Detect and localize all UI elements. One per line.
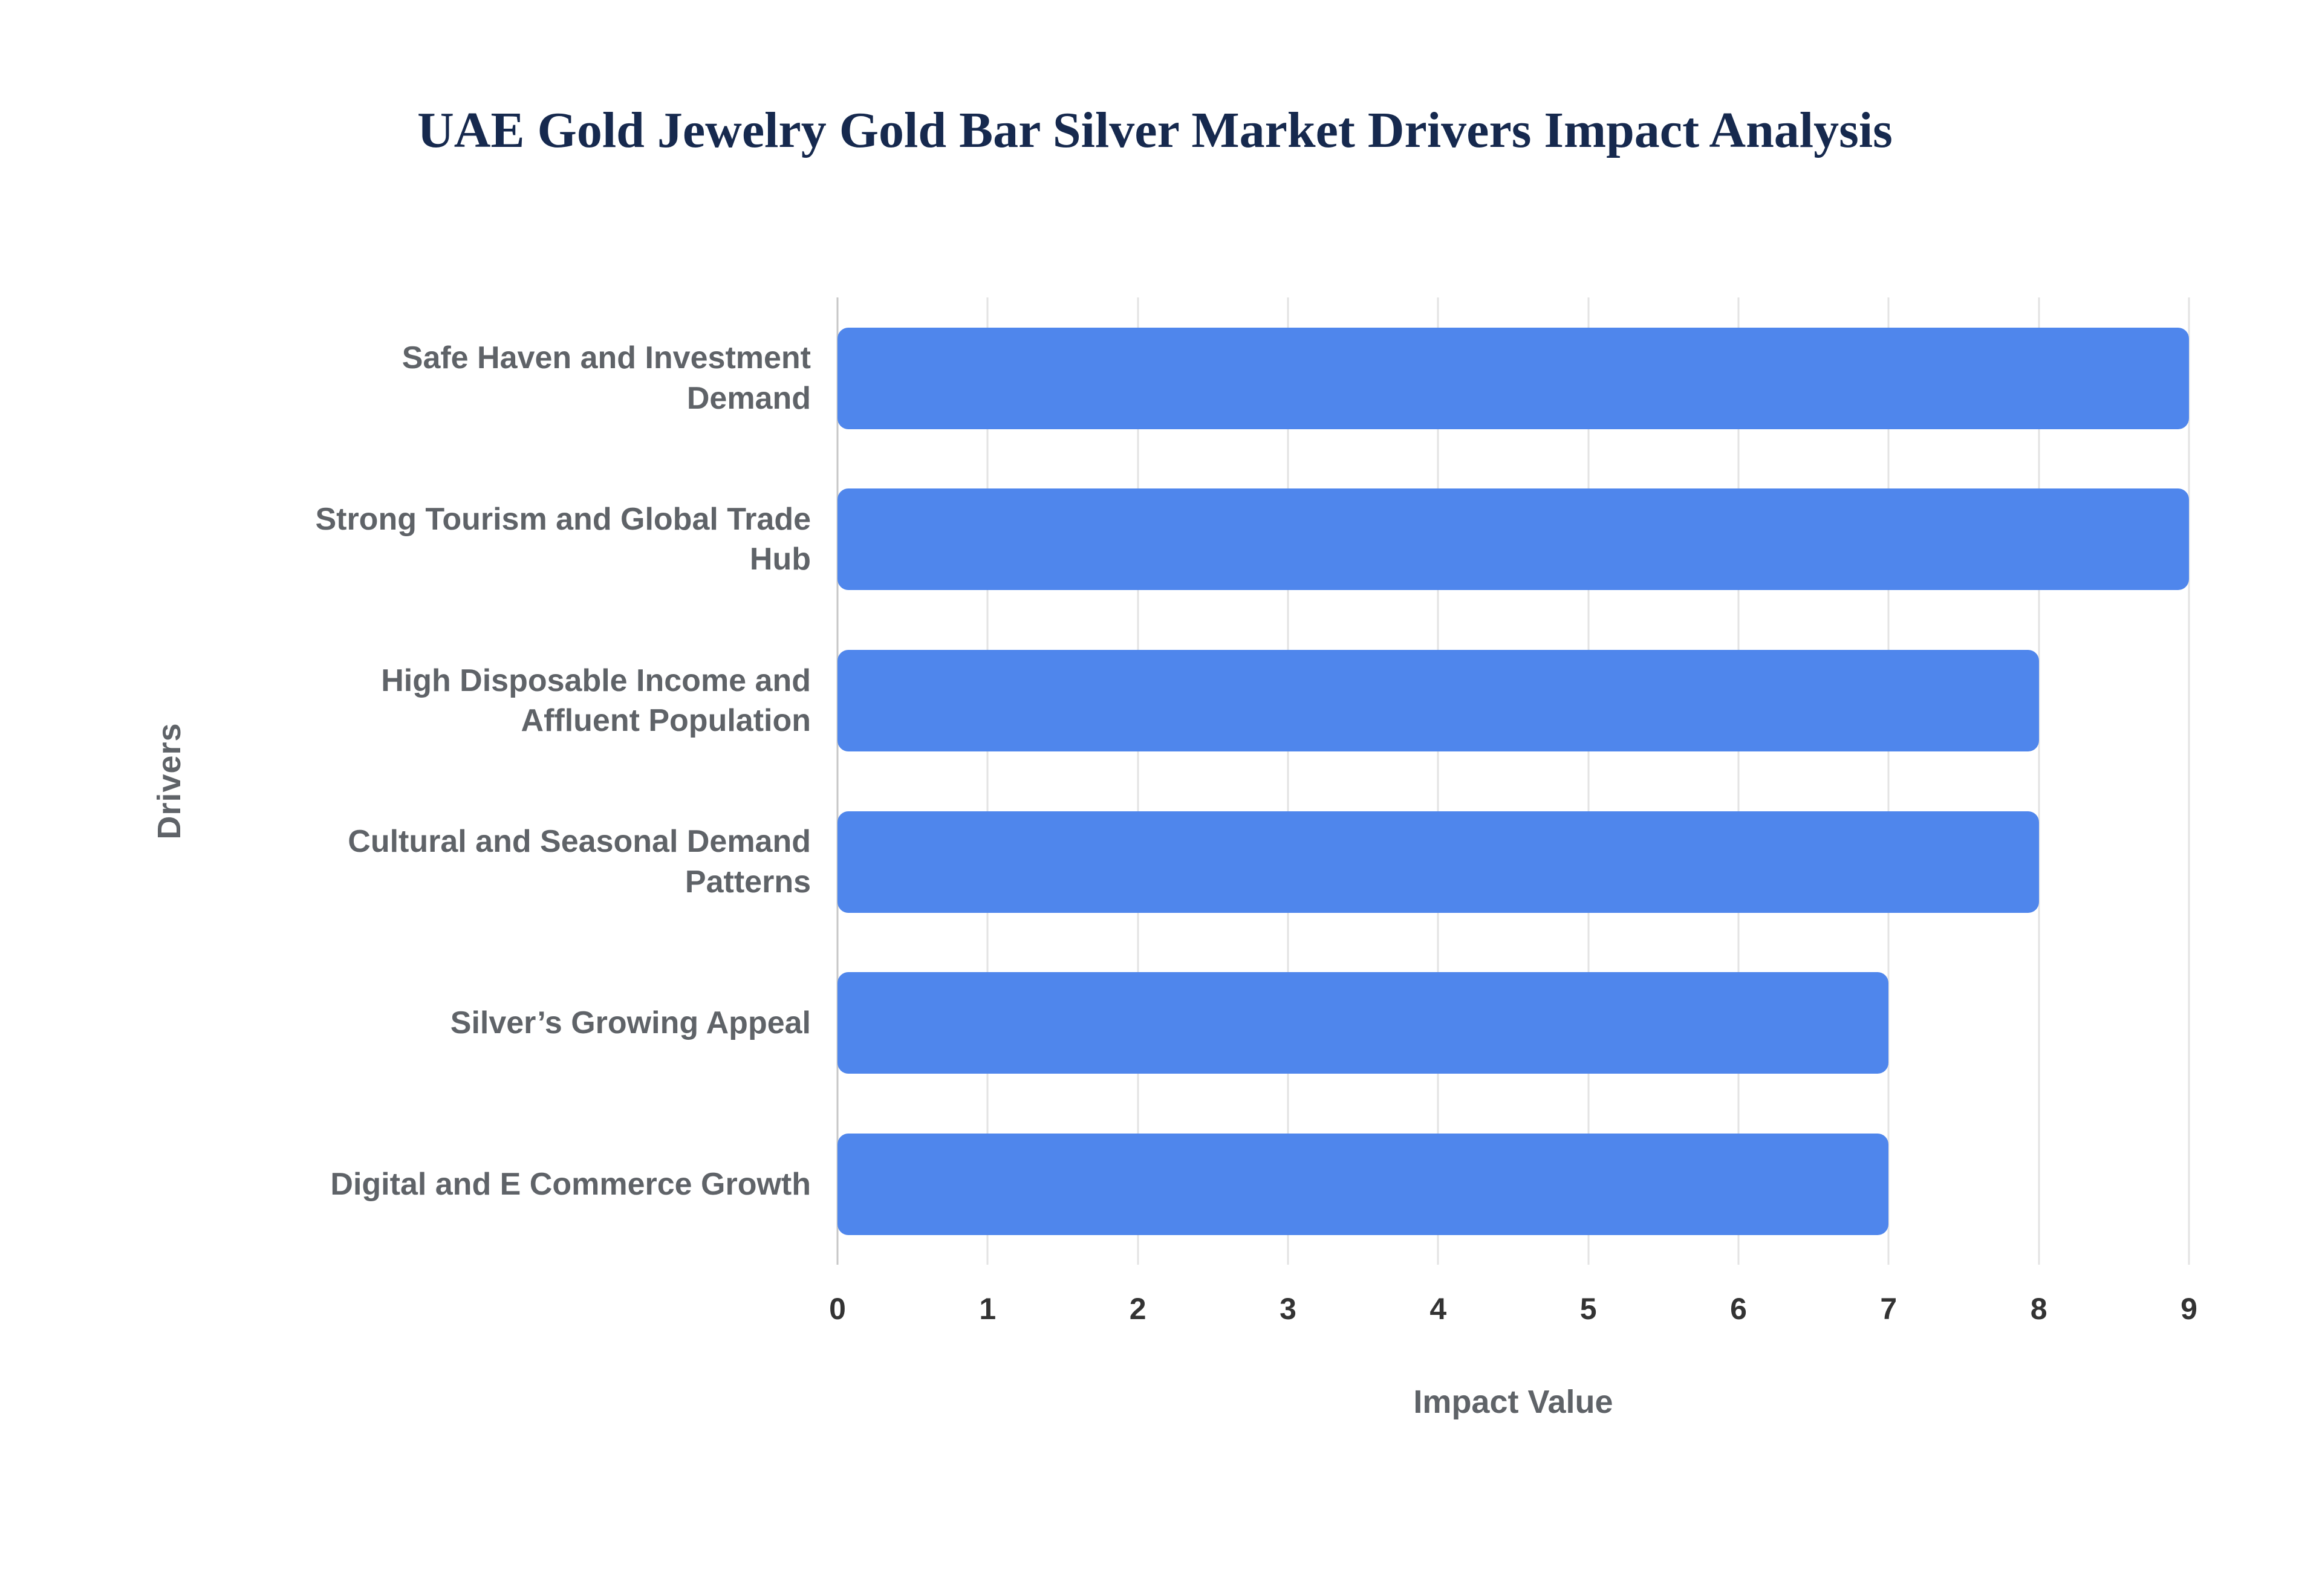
gridline xyxy=(2188,297,2190,1265)
category-label-row: Strong Tourism and Global Trade Hub xyxy=(218,459,837,620)
category-label-row: Silver’s Growing Appeal xyxy=(218,942,837,1104)
gridline xyxy=(1287,297,1289,1265)
bar xyxy=(837,972,1889,1074)
gridline xyxy=(1887,297,1890,1265)
category-label: Safe Haven and Investment Demand xyxy=(402,340,811,416)
bar-row xyxy=(837,942,2189,1104)
category-label-row: High Disposable Income and Affluent Popu… xyxy=(218,620,837,782)
category-label: Silver’s Growing Appeal xyxy=(450,1005,811,1041)
category-label: High Disposable Income and Affluent Popu… xyxy=(381,663,811,739)
chart-area: Drivers Safe Haven and Investment Demand… xyxy=(121,297,2197,1421)
y-axis-labels: Safe Haven and Investment Demand Strong T… xyxy=(218,297,837,1265)
category-label-row: Cultural and Seasonal Demand Patterns xyxy=(218,781,837,942)
gridline xyxy=(1737,297,1740,1265)
bar xyxy=(837,488,2189,591)
bar xyxy=(837,811,2039,913)
bar xyxy=(837,1134,1889,1236)
bar-row xyxy=(837,297,2189,459)
gridline xyxy=(1587,297,1590,1265)
gridline xyxy=(1437,297,1439,1265)
x-tick-label: 3 xyxy=(1280,1292,1296,1326)
bar xyxy=(837,650,2039,752)
x-tick-label: 6 xyxy=(1730,1292,1747,1326)
x-axis-title: Impact Value xyxy=(1413,1384,1613,1421)
plot-area xyxy=(836,297,2190,1265)
x-tick-label: 7 xyxy=(1880,1292,1898,1326)
y-axis-title: Drivers xyxy=(151,722,187,840)
x-tick-label: 0 xyxy=(829,1292,846,1326)
x-tick-label: 9 xyxy=(2181,1292,2197,1326)
y-axis-line xyxy=(836,297,839,1265)
gridline xyxy=(2038,297,2040,1265)
bar-row xyxy=(837,459,2189,620)
category-label-row: Digital and E Commerce Growth xyxy=(218,1104,837,1265)
bar xyxy=(837,327,2189,429)
category-label: Digital and E Commerce Growth xyxy=(330,1166,811,1202)
gridline xyxy=(1137,297,1139,1265)
x-tick-label: 4 xyxy=(1429,1292,1447,1326)
x-axis-ticks: 0 1 2 3 4 5 6 7 8 9 xyxy=(829,1265,2197,1337)
category-label-row: Safe Haven and Investment Demand xyxy=(218,297,837,459)
category-label: Cultural and Seasonal Demand Patterns xyxy=(348,824,811,900)
x-tick-label: 2 xyxy=(1129,1292,1146,1326)
x-tick-label: 5 xyxy=(1579,1292,1597,1326)
category-label: Strong Tourism and Global Trade Hub xyxy=(315,501,811,577)
gridline xyxy=(986,297,989,1265)
x-tick-label: 8 xyxy=(2030,1292,2047,1326)
x-tick-label: 1 xyxy=(979,1292,997,1326)
chart-title: UAE Gold Jewelry Gold Bar Silver Market … xyxy=(417,102,1893,158)
y-axis-title-cell: Drivers xyxy=(121,297,218,1265)
bar-row xyxy=(837,620,2189,782)
bar-row xyxy=(837,1104,2189,1265)
bar-row xyxy=(837,781,2189,942)
